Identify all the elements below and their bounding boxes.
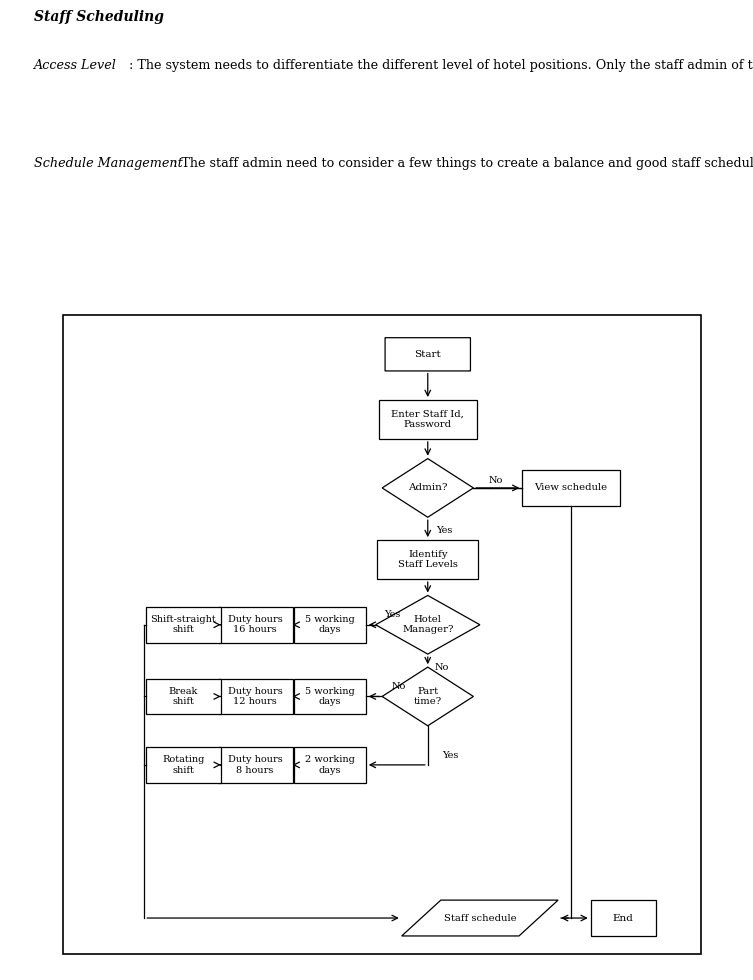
FancyBboxPatch shape — [146, 678, 221, 714]
Text: No: No — [489, 475, 504, 484]
Polygon shape — [376, 596, 480, 654]
Text: : The staff admin need to consider a few things to create a balance and good sta: : The staff admin need to consider a few… — [173, 157, 753, 171]
Text: Duty hours
8 hours: Duty hours 8 hours — [227, 756, 282, 774]
FancyBboxPatch shape — [379, 400, 477, 439]
FancyBboxPatch shape — [146, 747, 221, 783]
Text: Enter Staff Id,
Password: Enter Staff Id, Password — [392, 410, 464, 429]
Polygon shape — [382, 459, 474, 517]
Text: No: No — [392, 682, 406, 691]
Text: View schedule: View schedule — [535, 483, 608, 492]
FancyBboxPatch shape — [218, 607, 292, 643]
FancyBboxPatch shape — [294, 607, 366, 643]
Text: Admin?: Admin? — [408, 483, 447, 492]
Text: Part
time?: Part time? — [413, 687, 442, 707]
Text: Yes: Yes — [436, 526, 453, 535]
FancyBboxPatch shape — [146, 607, 221, 643]
Text: Start: Start — [414, 350, 441, 359]
FancyBboxPatch shape — [590, 900, 656, 936]
Text: Yes: Yes — [384, 611, 400, 619]
FancyBboxPatch shape — [385, 338, 471, 371]
FancyBboxPatch shape — [218, 678, 292, 714]
Text: Duty hours
12 hours: Duty hours 12 hours — [227, 687, 282, 707]
Polygon shape — [382, 667, 474, 726]
Text: 5 working
days: 5 working days — [305, 687, 355, 707]
Text: Duty hours
16 hours: Duty hours 16 hours — [227, 615, 282, 634]
FancyBboxPatch shape — [377, 540, 478, 579]
Text: Staff Scheduling: Staff Scheduling — [34, 10, 164, 24]
Text: 5 working
days: 5 working days — [305, 615, 355, 634]
Text: Rotating
shift: Rotating shift — [162, 756, 205, 774]
Text: End: End — [613, 913, 634, 922]
FancyBboxPatch shape — [218, 747, 292, 783]
Text: Yes: Yes — [443, 751, 459, 760]
Text: Access Level: Access Level — [34, 59, 117, 72]
Text: 2 working
days: 2 working days — [305, 756, 355, 774]
FancyBboxPatch shape — [523, 470, 620, 506]
Text: Shift-straight
shift: Shift-straight shift — [151, 615, 216, 634]
FancyBboxPatch shape — [294, 747, 366, 783]
Text: : The system needs to differentiate the different level of hotel positions. Only: : The system needs to differentiate the … — [129, 59, 753, 72]
Text: Identify
Staff Levels: Identify Staff Levels — [398, 550, 458, 569]
FancyBboxPatch shape — [294, 678, 366, 714]
Text: Schedule Management: Schedule Management — [34, 157, 183, 171]
Text: No: No — [435, 662, 450, 671]
Text: Staff schedule: Staff schedule — [444, 913, 517, 922]
Text: Break
shift: Break shift — [169, 687, 198, 707]
Text: Hotel
Manager?: Hotel Manager? — [402, 615, 453, 634]
Polygon shape — [401, 900, 558, 936]
